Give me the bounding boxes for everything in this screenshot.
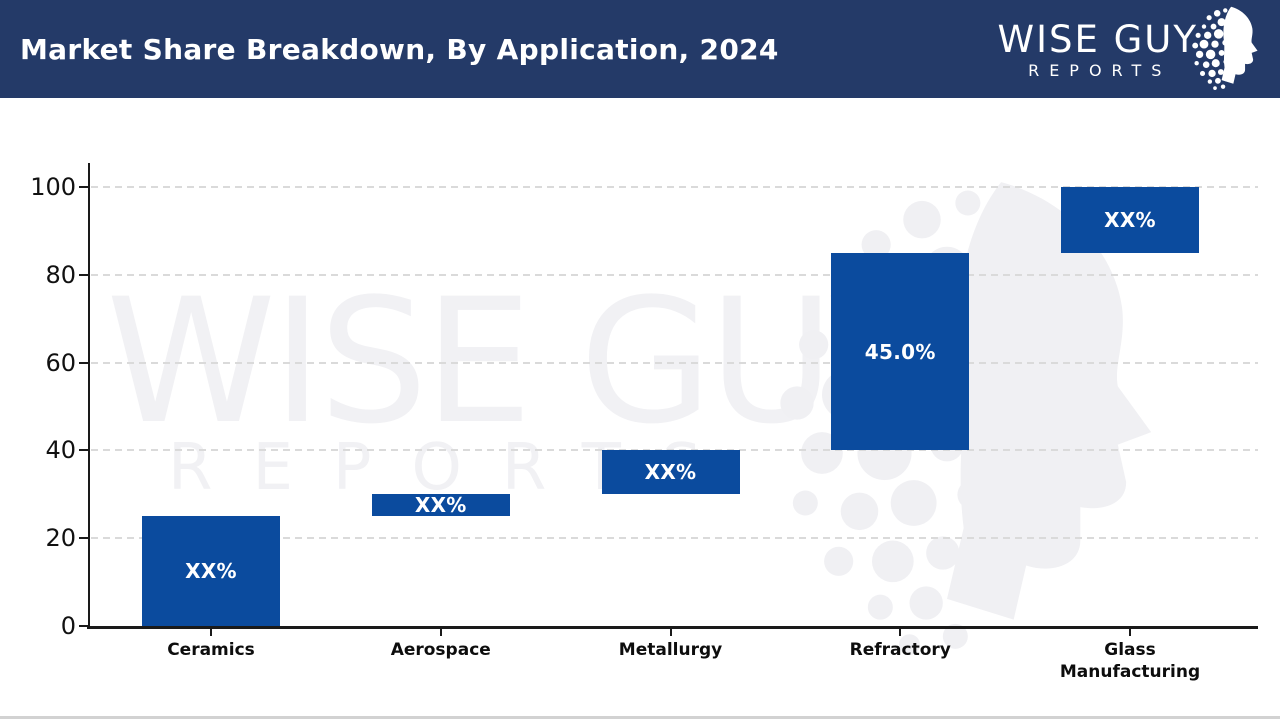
bar-value-label-metallurgy: XX% [644, 460, 697, 485]
x-category-label-glass-manufacturing: Glass Manufacturing [1059, 640, 1201, 683]
y-tick-40 [79, 449, 88, 452]
logo-wordmark: WISE GUY [997, 17, 1198, 61]
x-category-label-refractory: Refractory [849, 640, 951, 660]
gridline-100 [91, 186, 1258, 188]
x-axis-line [87, 626, 1258, 629]
gridline-60 [91, 361, 1258, 364]
x-tick-metallurgy [669, 629, 672, 636]
logo-tagline: REPORTS [1028, 60, 1172, 80]
y-axis-line [88, 163, 90, 629]
bar-value-label-refractory: 45.0% [864, 339, 936, 364]
bar-refractory: 45.0% [831, 252, 970, 451]
y-tick-label-20: 20 [45, 524, 76, 553]
gridline-80 [91, 273, 1258, 276]
logo-text: WISE GUY REPORTS [998, 21, 1198, 80]
x-tick-glass-manufacturing [1129, 629, 1131, 636]
x-category-label-metallurgy: Metallurgy [618, 640, 723, 660]
x-tick-aerospace [439, 629, 442, 636]
y-tick-label-100: 100 [30, 173, 76, 201]
y-tick-label-60: 60 [45, 348, 76, 377]
y-tick-label-80: 80 [45, 260, 76, 289]
bar-value-label-ceramics: XX% [185, 559, 237, 584]
page-title: Market Share Breakdown, By Application, … [20, 32, 779, 66]
bar-ceramics: XX% [142, 516, 280, 626]
wise-guy-reports-logo: WISE GUY REPORTS [998, 6, 1270, 94]
x-tick-ceramics [210, 629, 212, 636]
y-tick-label-0: 0 [60, 612, 76, 640]
y-tick-20 [79, 537, 88, 540]
y-tick-60 [79, 361, 88, 364]
y-tick-80 [79, 273, 88, 276]
bar-metallurgy: XX% [601, 450, 740, 495]
wiseguy-head-icon [1182, 6, 1270, 94]
x-category-label-aerospace: Aerospace [390, 640, 491, 660]
bar-value-label-aerospace: XX% [414, 493, 467, 518]
bar-value-label-glass-manufacturing: XX% [1104, 207, 1156, 232]
bar-aerospace: XX% [371, 493, 510, 518]
gridline-20 [91, 537, 1258, 540]
header: Market Share Breakdown, By Application, … [0, 0, 1280, 98]
y-tick-label-40: 40 [45, 436, 76, 465]
bottom-border [0, 716, 1280, 719]
x-tick-refractory [899, 629, 902, 636]
bar-glass-manufacturing: XX% [1061, 187, 1199, 253]
x-category-label-ceramics: Ceramics [167, 640, 255, 660]
y-tick-100 [79, 186, 88, 188]
y-tick-0 [79, 625, 88, 627]
